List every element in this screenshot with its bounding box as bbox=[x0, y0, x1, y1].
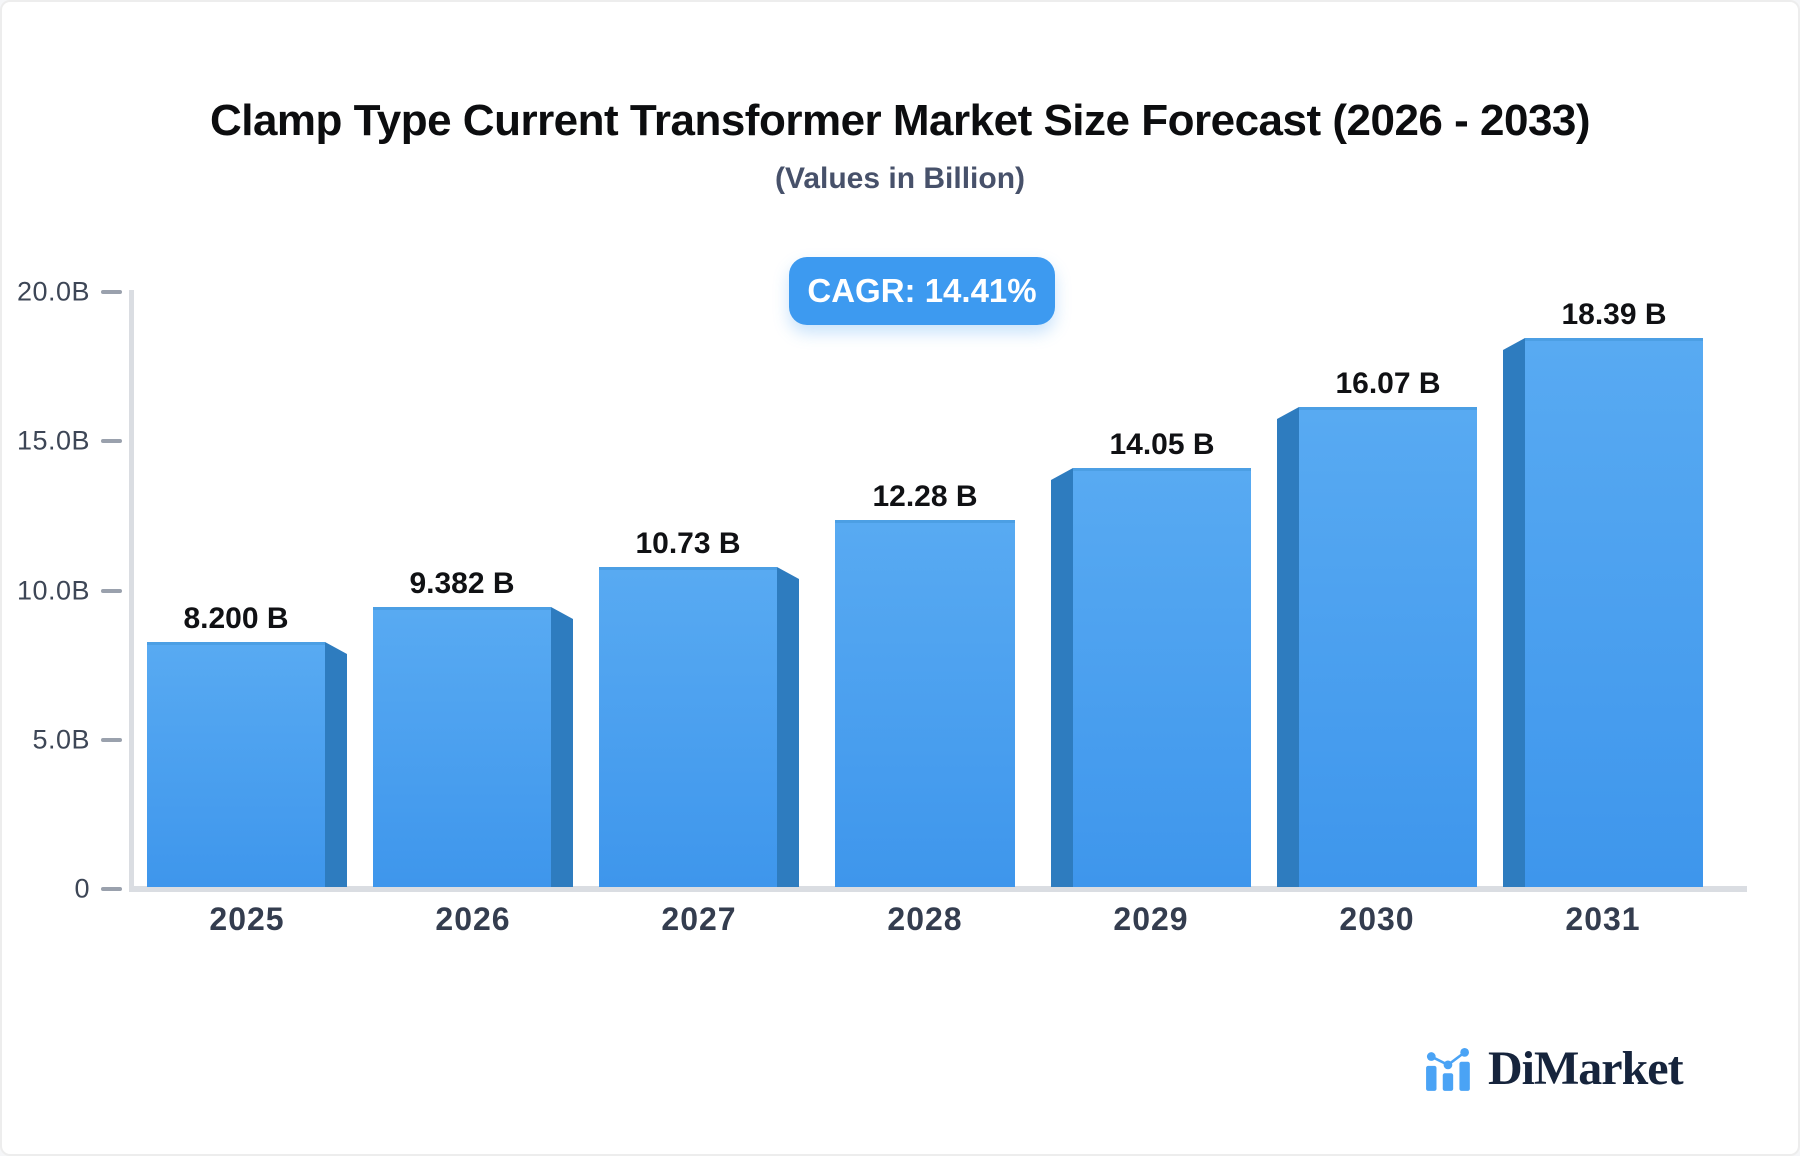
bar-value-2028: 12.28 B bbox=[872, 480, 978, 513]
bar-2031[interactable] bbox=[1525, 338, 1703, 887]
x-tick-label-2031: 2031 bbox=[1565, 901, 1641, 937]
bar-value-2025: 8.200 B bbox=[183, 602, 289, 635]
cagr-badge: CAGR: 14.41% bbox=[789, 257, 1055, 325]
bar-2027[interactable] bbox=[599, 567, 777, 887]
bar-value-2031: 18.39 B bbox=[1561, 298, 1667, 331]
y-tick-mark-20.0B bbox=[101, 290, 122, 294]
bar-3d-side-2025 bbox=[325, 642, 347, 887]
bar-chart-logo-icon bbox=[1426, 1048, 1470, 1091]
bar-2026[interactable] bbox=[373, 607, 551, 887]
chart-subtitle: (Values in Billion) bbox=[774, 162, 1026, 195]
x-tick-label-2028: 2028 bbox=[887, 901, 963, 937]
bar-value-2027: 10.73 B bbox=[635, 527, 741, 560]
x-tick-label-2026: 2026 bbox=[435, 901, 511, 937]
bar-3d-side-2026 bbox=[551, 607, 573, 887]
x-axis-line bbox=[129, 886, 1747, 892]
bar-3d-side-2030 bbox=[1277, 407, 1299, 887]
x-tick-label-2027: 2027 bbox=[661, 901, 737, 937]
logo-text: DiMarket bbox=[1488, 1041, 1684, 1095]
bar-value-2026: 9.382 B bbox=[409, 567, 515, 600]
chart-title: Clamp Type Current Transformer Market Si… bbox=[209, 96, 1591, 145]
bar-3d-side-2029 bbox=[1051, 468, 1073, 887]
y-tick-mark-5.0B bbox=[101, 738, 122, 742]
dimarket-logo: DiMarket bbox=[1424, 1038, 1684, 1098]
bar-2030[interactable] bbox=[1299, 407, 1477, 887]
y-tick-mark-0 bbox=[101, 887, 122, 891]
bar-2029[interactable] bbox=[1073, 468, 1251, 887]
x-tick-label-2029: 2029 bbox=[1113, 901, 1189, 937]
y-tick-label-0: 0 bbox=[74, 873, 90, 904]
x-tick-label-2025: 2025 bbox=[209, 901, 285, 937]
x-tick-label-2030: 2030 bbox=[1339, 901, 1415, 937]
y-tick-label-10.0B: 10.0B bbox=[16, 575, 90, 606]
y-tick-mark-10.0B bbox=[101, 589, 122, 593]
bar-2025[interactable] bbox=[147, 642, 325, 887]
bar-value-2030: 16.07 B bbox=[1335, 367, 1441, 400]
y-tick-label-20.0B: 20.0B bbox=[16, 276, 90, 307]
bar-3d-side-2027 bbox=[777, 567, 799, 887]
bar-3d-side-2031 bbox=[1503, 338, 1525, 887]
bar-value-2029: 14.05 B bbox=[1109, 428, 1215, 461]
y-tick-mark-15.0B bbox=[101, 439, 122, 443]
bar-2028[interactable] bbox=[835, 520, 1015, 887]
y-tick-label-5.0B: 5.0B bbox=[32, 724, 90, 755]
y-axis-line bbox=[129, 290, 134, 892]
y-tick-label-15.0B: 15.0B bbox=[16, 425, 90, 456]
